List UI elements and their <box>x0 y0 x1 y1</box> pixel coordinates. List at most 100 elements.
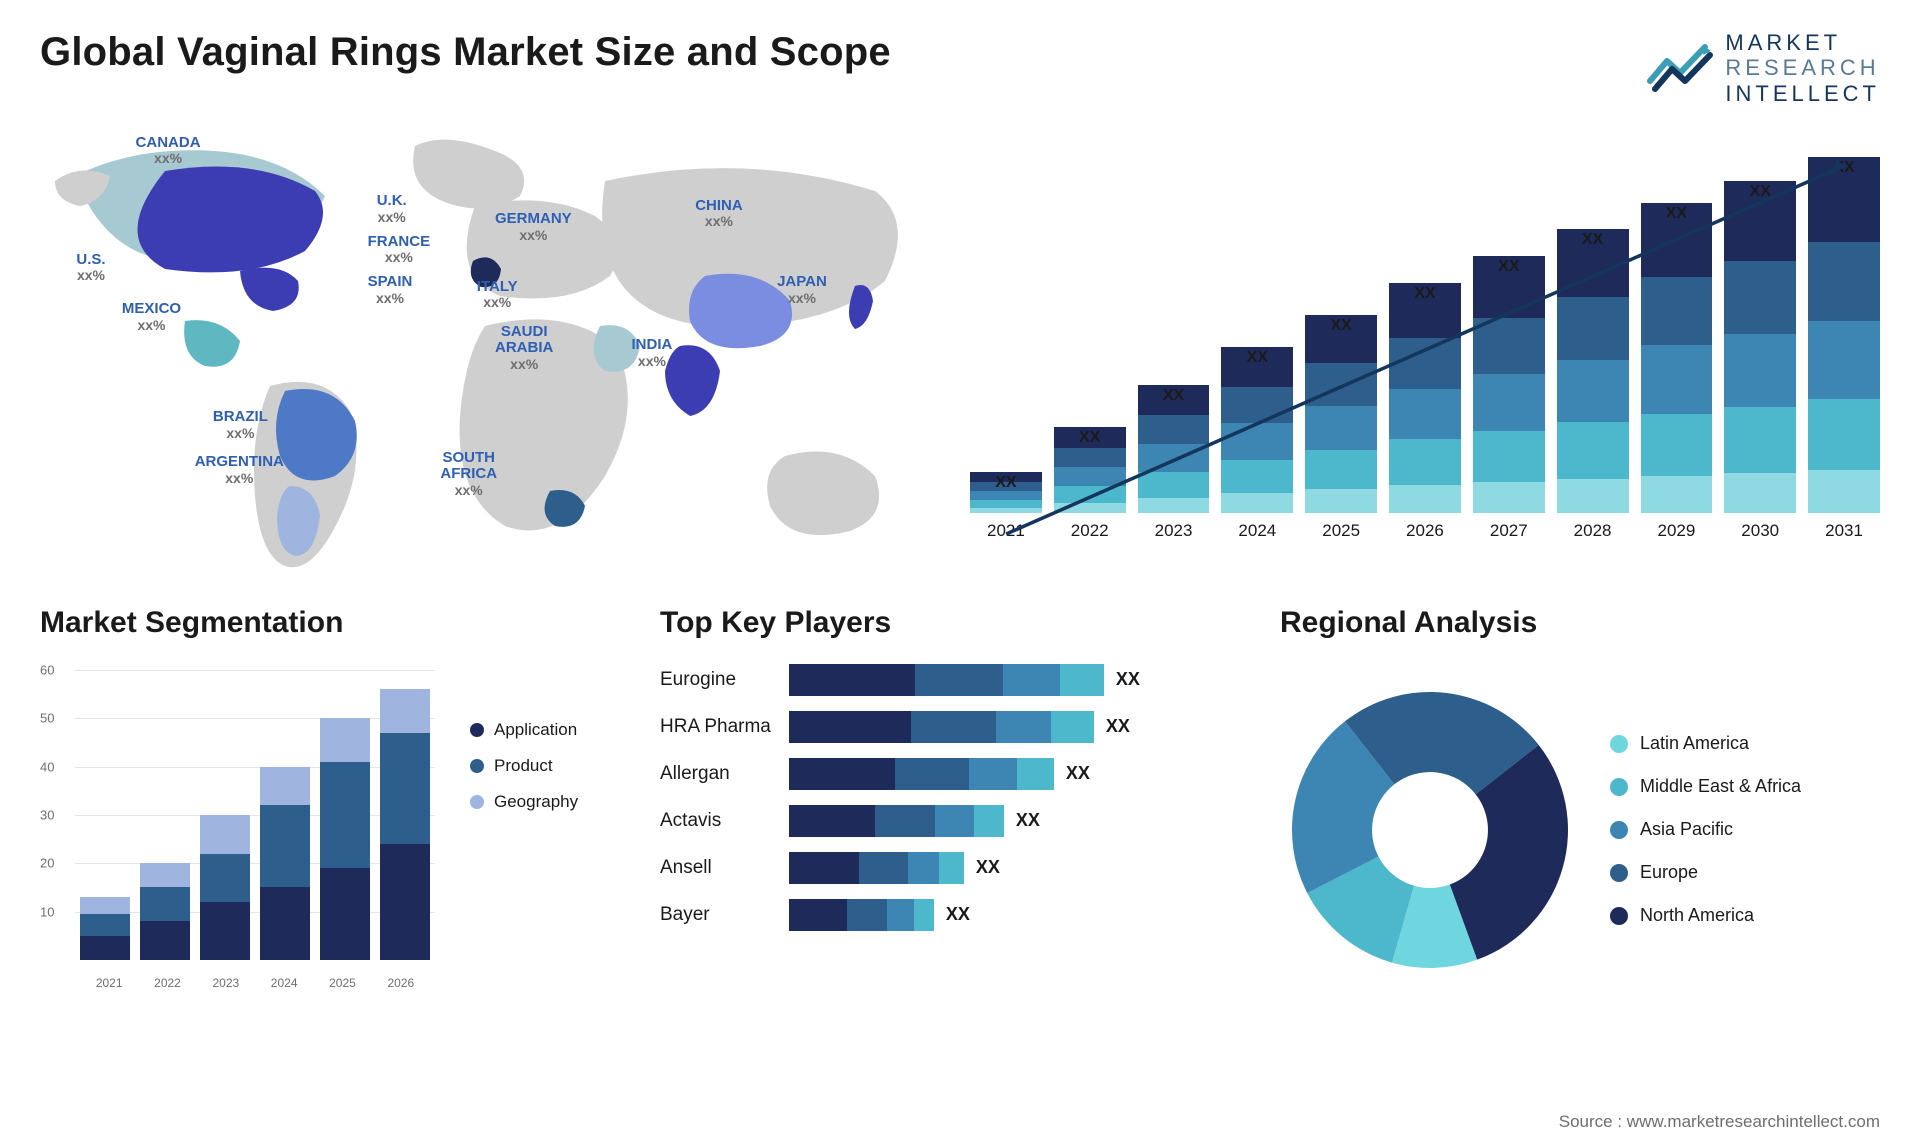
seg-year-label: 2024 <box>255 976 313 990</box>
seg-ytick: 50 <box>40 711 54 726</box>
seg-bar-column <box>80 897 130 960</box>
seg-ytick: 30 <box>40 807 54 822</box>
bar-year-label: 2025 <box>1322 521 1360 541</box>
map-label: FRANCExx% <box>368 234 431 266</box>
bar-column: XX2026 <box>1389 283 1461 541</box>
seg-legend-item: Application <box>470 720 578 740</box>
seg-ytick: 40 <box>40 759 54 774</box>
bar-value-label: XX <box>1305 317 1377 335</box>
map-label: U.K.xx% <box>377 193 407 225</box>
map-label: CHINAxx% <box>695 198 743 230</box>
seg-year-label: 2026 <box>372 976 430 990</box>
bar-year-label: 2027 <box>1490 521 1528 541</box>
seg-year-label: 2023 <box>197 976 255 990</box>
logo-text: MARKET RESEARCH INTELLECT <box>1725 30 1880 106</box>
player-bar-row: XX <box>789 805 1260 837</box>
player-bar-row: XX <box>789 711 1260 743</box>
player-value-label: XX <box>1066 763 1090 784</box>
seg-legend-item: Product <box>470 756 578 776</box>
player-value-label: XX <box>1016 810 1040 831</box>
brand-logo: MARKET RESEARCH INTELLECT <box>1645 30 1880 106</box>
bar-year-label: 2023 <box>1155 521 1193 541</box>
player-bars-chart: XX XX XX XX XX XX <box>789 660 1260 1000</box>
bar-column: XX 2023 <box>1138 385 1210 541</box>
main-bar-chart: XX2021XX2022XX2023XX2024XX2025XX2026XX20… <box>970 126 1880 576</box>
map-label: ARGENTINAxx% <box>195 454 284 486</box>
logo-mark-icon <box>1645 39 1715 97</box>
segmentation-section: Market Segmentation 102030405060 2021202… <box>40 606 640 1016</box>
seg-bar-column <box>200 815 250 960</box>
bar-column: XX2031 <box>1808 157 1880 541</box>
bar-column: XX 2028 <box>1557 229 1629 541</box>
player-name: Eurogine <box>660 664 771 696</box>
regional-section: Regional Analysis Latin America Middle Ea… <box>1280 606 1880 1016</box>
logo-line3: INTELLECT <box>1725 81 1880 106</box>
player-bar-row: XX <box>789 664 1260 696</box>
bar-value-label: XX <box>1054 429 1126 447</box>
map-label: INDIAxx% <box>632 337 673 369</box>
top-row: CANADAxx% U.S.xx% MEXICOxx% BRAZILxx% ARGENT… <box>40 126 1880 576</box>
header: Global Vaginal Rings Market Size and Sco… <box>40 30 1880 106</box>
player-name: HRA Pharma <box>660 711 771 743</box>
bar-column: XX2030 <box>1724 181 1796 541</box>
segmentation-title: Market Segmentation <box>40 606 640 640</box>
player-value-label: XX <box>1106 716 1130 737</box>
player-name: Ansell <box>660 852 771 884</box>
seg-bar-column <box>380 689 430 960</box>
logo-line1: MARKET <box>1725 30 1880 55</box>
bar-column: XX2024 <box>1221 347 1293 541</box>
map-label: GERMANYxx% <box>495 211 572 243</box>
seg-ytick: 20 <box>40 856 54 871</box>
regional-title: Regional Analysis <box>1280 606 1880 640</box>
player-value-label: XX <box>976 857 1000 878</box>
player-bar-row: XX <box>789 758 1260 790</box>
map-label: BRAZILxx% <box>213 409 268 441</box>
segmentation-legend: Application Product Geography <box>470 660 578 812</box>
bar-value-label: XX <box>1808 159 1880 177</box>
map-label: ITALYxx% <box>477 279 518 311</box>
bar-year-label: 2029 <box>1657 521 1695 541</box>
player-bar-row: XX <box>789 852 1260 884</box>
seg-bar-column <box>140 863 190 960</box>
bar-value-label: XX <box>1557 231 1629 249</box>
map-label: SAUDIARABIAxx% <box>495 324 553 372</box>
map-label: U.S.xx% <box>76 252 105 284</box>
player-names: Eurogine HRA Pharma Allergan Actavis Ansell B… <box>660 660 771 1000</box>
bar-column: XX 2021 <box>970 472 1042 541</box>
player-name: Actavis <box>660 805 771 837</box>
region-legend-item: Latin America <box>1610 733 1801 754</box>
player-value-label: XX <box>946 904 970 925</box>
bar-column: XX 2025 <box>1305 315 1377 541</box>
player-name: Bayer <box>660 899 771 931</box>
bar-value-label: XX <box>1138 387 1210 405</box>
bar-year-label: 2021 <box>987 521 1025 541</box>
bar-value-label: XX <box>1389 285 1461 303</box>
map-label: JAPANxx% <box>777 274 827 306</box>
region-legend-item: Middle East & Africa <box>1610 776 1801 797</box>
region-legend-item: Europe <box>1610 862 1801 883</box>
players-section: Top Key Players EurogineHRA PharmaAllerg… <box>660 606 1260 1016</box>
bar-year-label: 2028 <box>1574 521 1612 541</box>
world-map-panel: CANADAxx% U.S.xx% MEXICOxx% BRAZILxx% ARGENT… <box>40 126 950 576</box>
map-label: SOUTHAFRICAxx% <box>440 450 497 498</box>
bottom-row: Market Segmentation 102030405060 2021202… <box>40 606 1880 1016</box>
seg-year-label: 2022 <box>138 976 196 990</box>
map-label: CANADAxx% <box>136 135 201 167</box>
bar-column: XX2027 <box>1473 256 1545 541</box>
seg-bar-column <box>260 767 310 960</box>
bar-value-label: XX <box>1641 205 1713 223</box>
bar-value-label: XX <box>970 474 1042 492</box>
source-attribution: Source : www.marketresearchintellect.com <box>1559 1112 1880 1132</box>
bar-column: XX 2029 <box>1641 203 1713 541</box>
bar-year-label: 2030 <box>1741 521 1779 541</box>
region-legend-item: Asia Pacific <box>1610 819 1801 840</box>
player-name: Allergan <box>660 758 771 790</box>
regional-donut-chart <box>1280 680 1580 980</box>
seg-legend-item: Geography <box>470 792 578 812</box>
logo-line2: RESEARCH <box>1725 55 1880 80</box>
bar-column: XX2022 <box>1054 427 1126 541</box>
seg-ytick: 10 <box>40 904 54 919</box>
map-label: MEXICOxx% <box>122 301 181 333</box>
player-value-label: XX <box>1116 669 1140 690</box>
seg-ytick: 60 <box>40 662 54 677</box>
